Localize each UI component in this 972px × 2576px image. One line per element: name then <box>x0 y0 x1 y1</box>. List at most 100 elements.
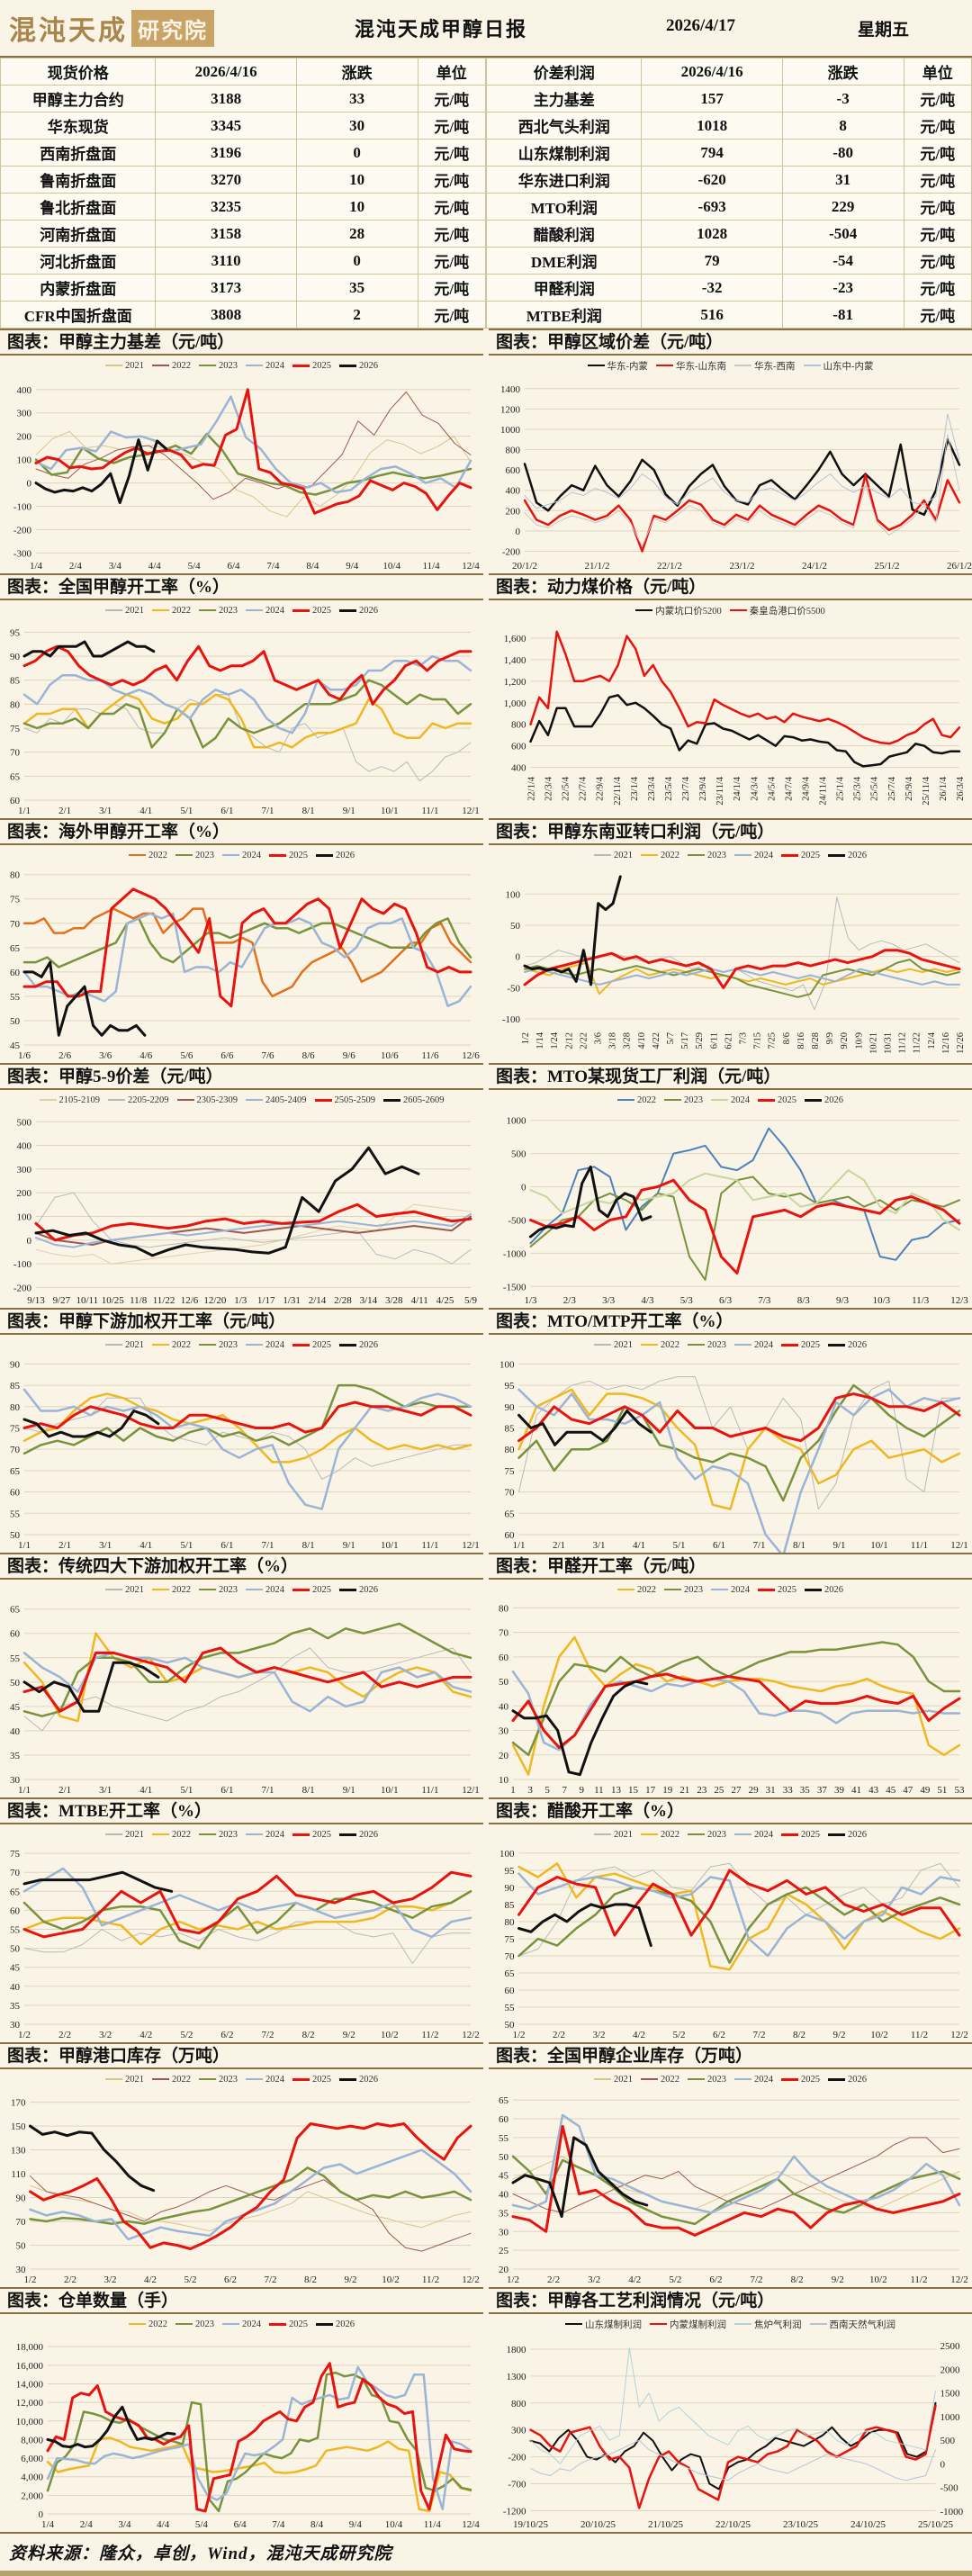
y-tick-label: 600 <box>511 742 526 752</box>
x-tick-label: 1/2 <box>507 2274 519 2285</box>
x-tick-label: 23 <box>697 1785 707 1796</box>
y-tick-label: 14,000 <box>16 2379 44 2390</box>
table-row: 鲁北折盘面 3235 10 元/吨 <box>0 193 487 221</box>
y-tick-label: 400 <box>506 486 521 497</box>
y-tick-label: -50 <box>507 983 520 994</box>
series-line-2025 <box>34 388 472 515</box>
series-line-2026 <box>29 2124 156 2193</box>
table-cell: 3808 <box>155 301 297 329</box>
y-tick-label: 100 <box>17 455 32 466</box>
legend-swatch <box>594 1833 611 1835</box>
chart-title: 图表：MTO某现货工厂利润（元/吨） <box>489 1063 972 1090</box>
series-line-2022 <box>518 1388 961 1510</box>
chart-title: 图表：动力煤价格（元/吨） <box>489 573 972 600</box>
x-tick-label: 24/7/4 <box>784 776 794 801</box>
spot-price-table: 现货价格 2026/4/16 涨跌 单位 甲醇主力合约 3188 33 元/吨 华东现货 3345… <box>0 58 487 329</box>
table-row: 主力基差 157 -3 元/吨 <box>485 85 972 113</box>
series-line-2025 <box>511 2124 961 2237</box>
y-tick-label: 100 <box>500 1849 515 1860</box>
table-cell: 3158 <box>155 220 297 248</box>
y-tick-label: -700 <box>508 2480 526 2490</box>
x-tick-label: 1/6 <box>18 1050 32 1061</box>
x-tick-label: 19/10/25 <box>513 2519 549 2530</box>
series-line-2023 <box>518 1886 961 1964</box>
series-line-2024 <box>46 2365 472 2511</box>
x-tick-label: 8/6 <box>782 1032 792 1044</box>
legend-swatch <box>734 2323 752 2325</box>
x-tick-label: 5/2 <box>669 2274 681 2285</box>
legend-item: 2023 <box>664 1585 703 1595</box>
series-line-2026 <box>34 438 168 505</box>
legend-label: 2023 <box>195 850 214 860</box>
legend-item: 2026 <box>828 851 867 860</box>
table-cell: MTBE利润 <box>485 301 643 329</box>
legend-label: 2024 <box>266 2074 284 2085</box>
x-tick-label: 4/22 <box>652 1032 662 1049</box>
legend-swatch <box>641 854 658 856</box>
x-tick-label: 8/4 <box>306 561 320 572</box>
legend-item: 2024 <box>711 1095 750 1105</box>
x-tick-label: 9/1 <box>343 1785 356 1796</box>
y-tick-label: -100 <box>14 1259 32 1270</box>
y-tick-label: 1,200 <box>504 677 526 688</box>
x-tick-label: 9/3 <box>836 1295 850 1306</box>
legend-swatch <box>152 608 169 612</box>
legend-label: 2205-2209 <box>128 1094 169 1105</box>
y-tick-label: 45 <box>10 1963 21 1974</box>
x-tick-label: 7/2 <box>752 2030 765 2040</box>
chart-body: 2022 2023 2024 2025 2026 80 70 60 50 40 30 20 10 1 3 5 7… <box>489 1580 972 1797</box>
chart-legend: 2021 2022 2023 2024 2025 2026 <box>0 1335 483 1355</box>
legend-swatch <box>641 1833 658 1836</box>
legend-label: 2024 <box>731 1584 750 1595</box>
x-tick-label: 3/4 <box>118 2519 131 2530</box>
chart-body: 2022 2023 2024 2025 2026 1000 500 0 -500 -1000 -15… <box>489 1090 972 1308</box>
legend-label: 2024 <box>754 850 773 860</box>
series-line-华东-内蒙 <box>523 437 961 517</box>
x-tick-label: 12/2 <box>462 2274 480 2285</box>
table-cell: 华东进口利润 <box>485 166 643 194</box>
x-tick-label: 1/4 <box>30 561 43 572</box>
legend-item: 内蒙煤制利润 <box>650 2318 726 2331</box>
legend-item: 2605-2609 <box>383 1095 445 1105</box>
chart-plot: 90 85 80 75 70 65 60 55 501/1 2/1 3/1 4/1 5/1 6/1 7/1 8… <box>10 1359 480 1551</box>
legend-label: 2023 <box>707 1339 726 1350</box>
table-cell: 甲醇主力合约 <box>0 85 157 113</box>
chart-title: 图表：仓单数量（手） <box>0 2287 483 2314</box>
chart-plot: 1400 1200 1000 800 600 400 200 0 -200 20/1/2 21/1/… <box>500 384 972 572</box>
legend-label: 2023 <box>219 2074 238 2085</box>
y-tick-label: 60 <box>10 968 21 978</box>
series-line-2023 <box>29 2166 472 2225</box>
legend-swatch <box>594 2078 611 2080</box>
x-tick-label: 7/1 <box>262 1785 274 1796</box>
table-cell: 0 <box>295 139 418 167</box>
legend-label: 2025 <box>801 850 820 860</box>
legend-label: 2024 <box>242 850 261 860</box>
y-tick-label: 200 <box>506 506 521 517</box>
legend-swatch <box>152 2078 169 2080</box>
chart-11: 图表：传统四大下游加权开工率（%） 2021 2022 2023 2024 2025 202… <box>0 1553 483 1797</box>
x-tick-label: 37 <box>817 1785 828 1796</box>
table-cell: 2 <box>295 301 418 329</box>
x-tick-label: 45 <box>886 1785 896 1796</box>
legend-label: 2023 <box>195 2319 214 2329</box>
legend-swatch <box>222 2322 239 2326</box>
table-cell: 甲醛利润 <box>485 274 643 302</box>
x-tick-label: 8/1 <box>793 1540 806 1551</box>
legend-swatch <box>734 1833 752 1836</box>
legend-swatch <box>688 2077 705 2081</box>
legend-label: 2105-2109 <box>58 1094 101 1105</box>
legend-label: 2026 <box>336 2319 355 2329</box>
x-tick-label: 3/28 <box>385 1295 403 1306</box>
chart-legend: 2021 2022 2023 2024 2025 2026 <box>0 356 483 375</box>
series-line-华东-西南 <box>524 434 960 547</box>
chart-plot: 95 90 85 80 75 70 65 601/1 2/1 3/1 4/1 5/1 6/1 7/1 8/1… <box>10 627 480 816</box>
table-cell: -81 <box>781 301 904 329</box>
legend-label: 2505-2509 <box>334 1094 376 1105</box>
legend-item: 2024 <box>246 606 284 616</box>
table-cell: 元/吨 <box>417 274 487 302</box>
y-tick-label: 75 <box>10 895 21 905</box>
x-tick-label: 22/3/4 <box>544 776 554 801</box>
legend-label: 2026 <box>359 1829 378 1840</box>
